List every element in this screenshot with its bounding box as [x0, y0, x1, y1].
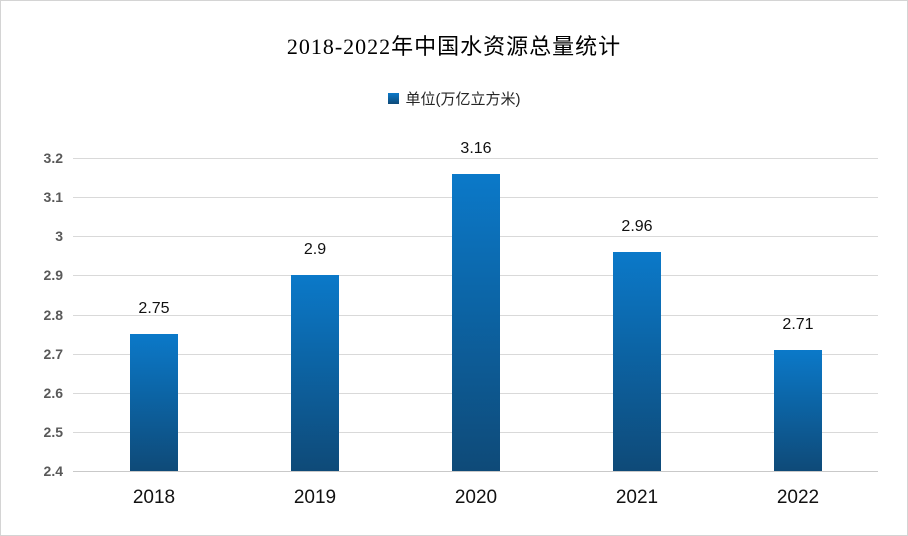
y-tick-label: 2.6 [43, 385, 63, 401]
chart-title: 2018-2022年中国水资源总量统计 [286, 34, 622, 59]
gridline [73, 158, 878, 159]
y-tick-label: 2.9 [43, 267, 63, 283]
x-axis-label: 2021 [615, 487, 659, 508]
y-tick-label: 3.1 [43, 189, 63, 205]
legend-swatch-icon [387, 93, 399, 104]
x-axis-label: 2022 [776, 487, 820, 508]
x-axis-label: 2020 [454, 487, 498, 508]
bar-2019 [291, 275, 339, 471]
bar-value-label: 3.16 [460, 140, 492, 157]
y-tick-label: 3 [55, 228, 63, 244]
x-axis-label: 2019 [293, 487, 337, 508]
x-axis-line [73, 471, 878, 472]
bar-value-label: 2.75 [138, 300, 170, 317]
legend-label: 单位(万亿立方米) [405, 91, 521, 108]
bar-value-label: 2.71 [782, 316, 814, 333]
legend: 单位(万亿立方米) [1, 88, 907, 109]
bar-2018 [130, 334, 178, 471]
y-tick-label: 3.2 [43, 150, 63, 166]
bar-value-label: 2.9 [303, 241, 327, 258]
bar-value-label: 2.96 [621, 218, 653, 235]
y-tick-label: 2.8 [43, 307, 63, 323]
bar-2021 [613, 252, 661, 471]
y-tick-label: 2.5 [43, 424, 63, 440]
x-axis-label: 2018 [132, 487, 176, 508]
bar-2020 [452, 174, 500, 471]
bar-2022 [774, 350, 822, 471]
y-tick-label: 2.7 [43, 346, 63, 362]
y-tick-label: 2.4 [43, 463, 63, 479]
